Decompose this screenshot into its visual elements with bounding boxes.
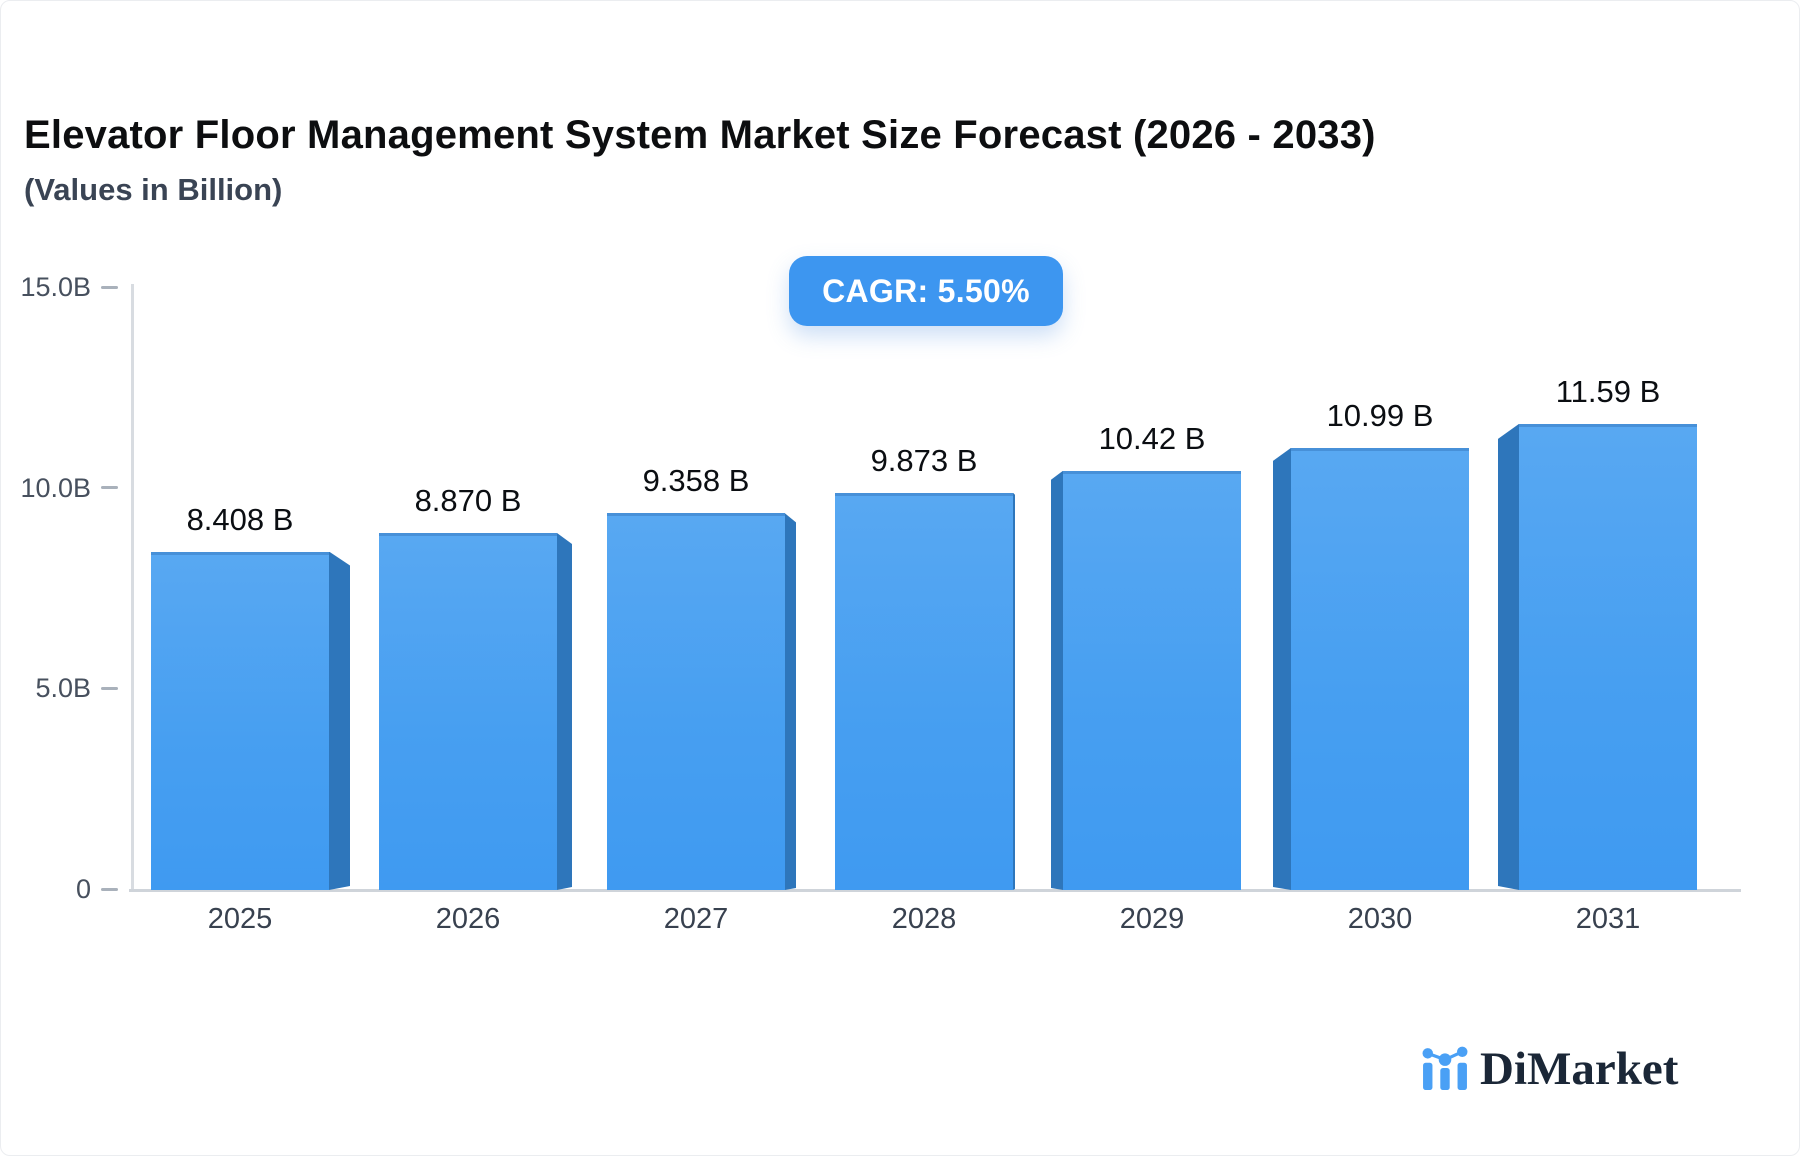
bar-2027 — [607, 513, 785, 890]
bar-value-label: 9.873 B — [870, 442, 978, 478]
cagr-badge-label: CAGR: 5.50% — [822, 272, 1030, 309]
y-axis-tick-mark — [101, 486, 118, 490]
dimarket-logo: DiMarket — [1422, 1043, 1679, 1095]
bar-2025 — [151, 551, 329, 890]
bar-2030 — [1291, 447, 1469, 890]
bar-value-label: 10.42 B — [1098, 420, 1206, 456]
bar-value-label: 8.870 B — [414, 483, 522, 519]
bar-side-2029 — [1051, 471, 1063, 890]
chart-title: Elevator Floor Management System Market … — [24, 113, 1376, 157]
dimarket-bar-chart-icon — [1422, 1046, 1468, 1090]
bar-side-2030 — [1273, 448, 1291, 890]
dimarket-logo-text: DiMarket — [1480, 1043, 1679, 1095]
x-axis-label: 2030 — [1347, 903, 1413, 935]
y-axis-tick-mark — [101, 285, 118, 289]
bar-value-label: 11.59 B — [1555, 373, 1661, 409]
bar-value-label: 9.358 B — [642, 463, 750, 499]
bar-value-label: 8.408 B — [186, 501, 294, 537]
bar-2031 — [1519, 423, 1697, 890]
y-axis-tick-mark — [101, 686, 118, 690]
bar-side-2027 — [785, 513, 796, 890]
y-axis-tick-label: 10.0B — [20, 472, 91, 503]
x-axis-label: 2027 — [663, 903, 729, 935]
bar-side-2025 — [329, 552, 350, 890]
y-axis-line — [131, 284, 134, 892]
y-axis-tick-mark — [101, 887, 118, 891]
x-axis-baseline — [129, 889, 1741, 892]
x-axis-label: 2029 — [1119, 903, 1185, 935]
y-axis-tick-label: 0 — [75, 874, 91, 904]
bar-2026 — [379, 533, 557, 890]
bar-side-2031 — [1498, 424, 1519, 890]
bar-2029 — [1063, 470, 1241, 890]
y-axis-tick-label: 15.0B — [20, 272, 91, 302]
x-axis-label: 2025 — [207, 903, 273, 935]
chart-subtitle: (Values in Billion) — [24, 172, 283, 207]
bar-2028 — [835, 492, 1013, 890]
bar-side-2026 — [557, 533, 572, 890]
y-axis-tick-label: 5.0B — [35, 673, 91, 704]
cagr-badge: CAGR: 5.50% — [789, 256, 1063, 326]
x-axis-label: 2026 — [435, 903, 501, 935]
bar-value-label: 10.99 B — [1326, 397, 1434, 433]
bar-side-2028 — [1013, 493, 1015, 890]
x-axis-label: 2028 — [891, 903, 957, 935]
x-axis-label: 2031 — [1575, 903, 1641, 935]
